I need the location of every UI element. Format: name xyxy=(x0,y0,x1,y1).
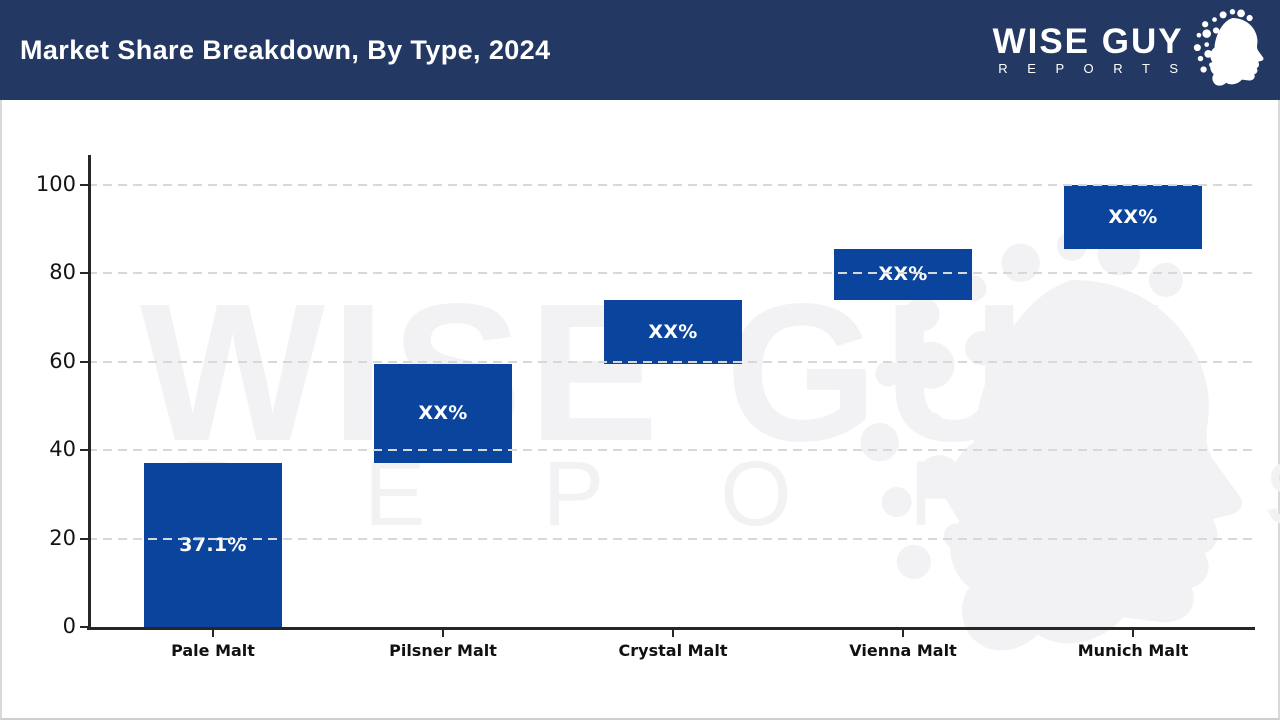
x-tick-3 xyxy=(902,629,904,638)
y-tick-100 xyxy=(80,184,88,186)
x-axis xyxy=(87,627,1255,630)
brand-logo-text: WISE GUY R E P O R T S xyxy=(990,21,1186,77)
x-category-label: Pale Malt xyxy=(171,641,255,661)
x-tick-0 xyxy=(212,629,214,638)
y-tick-0 xyxy=(80,626,88,629)
x-tick-4 xyxy=(1132,629,1134,638)
wiseguy-head-icon xyxy=(1193,9,1264,86)
y-axis xyxy=(88,155,91,630)
y-tick-label-80: 80 xyxy=(49,260,76,285)
gridline-60 xyxy=(88,360,1255,363)
gridline-80 xyxy=(88,272,1255,275)
page-title: Market Share Breakdown, By Type, 2024 xyxy=(20,34,551,65)
brand-logo: WISE GUY R E P O R T S xyxy=(990,7,1266,93)
bars-layer: 37.1%XX%XX%XX%XX% xyxy=(2,100,1278,718)
watermark-layer: WISE GUY R E P O R T S xyxy=(2,100,1280,718)
gridline-40 xyxy=(88,449,1255,452)
gridlines-layer xyxy=(2,100,1278,718)
bar-value-label: XX% xyxy=(418,402,468,425)
axes-layer: 0 20 40 60 80 100 Pale Malt Pilsner Malt Crystal… xyxy=(2,100,1278,718)
bar-munich-malt: XX% xyxy=(1064,185,1202,249)
x-tick-1 xyxy=(442,629,444,638)
bar-pilsner-malt: XX% xyxy=(374,363,512,464)
chart-area: WISE GUY R E P O R T S 37.1%XX%XX%XX%XX%… xyxy=(0,100,1280,720)
y-tick-label-60: 60 xyxy=(49,348,76,373)
y-tick-label-100: 100 xyxy=(35,172,76,196)
x-category-label: Vienna Malt xyxy=(849,641,957,661)
y-tick-label-20: 20 xyxy=(49,525,76,550)
x-category-label: Pilsner Malt xyxy=(389,641,497,661)
bar-crystal-malt: XX% xyxy=(604,299,742,364)
y-tick-60 xyxy=(80,360,88,363)
y-tick-label-40: 40 xyxy=(49,437,76,462)
watermark-head-icon xyxy=(860,230,1243,651)
bar-value-label: XX% xyxy=(648,320,698,343)
x-category-label: Crystal Malt xyxy=(618,641,728,661)
x-category-label: Munich Malt xyxy=(1077,641,1189,661)
gridline-100 xyxy=(88,184,1255,186)
header-bar: Market Share Breakdown, By Type, 2024 WI… xyxy=(0,0,1280,100)
bar-value-label: XX% xyxy=(1108,205,1158,228)
y-tick-80 xyxy=(80,272,88,275)
y-tick-label-0: 0 xyxy=(62,614,76,639)
y-tick-20 xyxy=(80,537,88,540)
x-tick-2 xyxy=(672,629,674,638)
y-tick-40 xyxy=(80,449,88,452)
brand-subname: R E P O R T S xyxy=(998,61,1186,77)
brand-name: WISE GUY xyxy=(992,21,1184,61)
gridline-20 xyxy=(88,537,1255,540)
